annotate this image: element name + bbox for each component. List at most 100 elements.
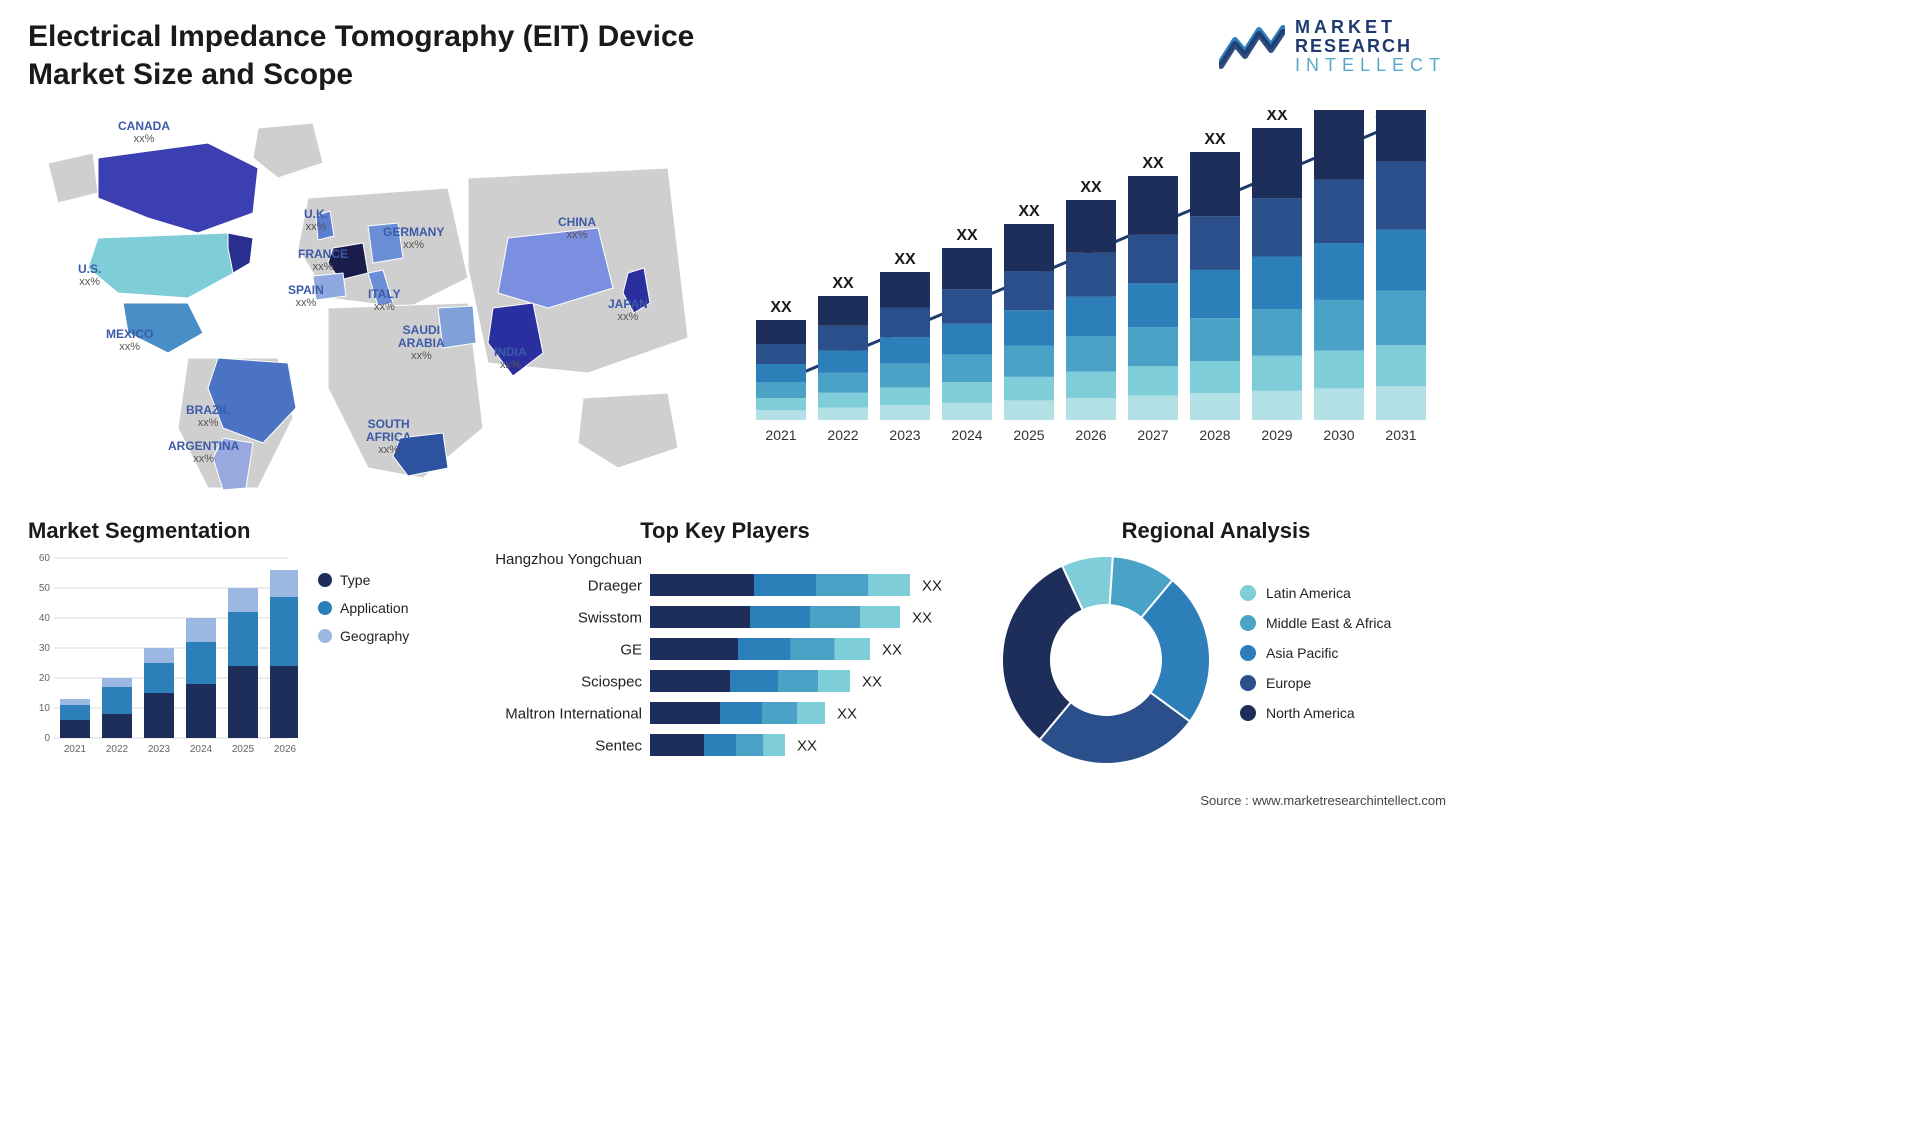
growth-cat-2021: 2021 — [765, 427, 796, 443]
seg-bar-2021-type — [60, 720, 90, 738]
players-bar-sciospec-seg1 — [730, 670, 778, 692]
growth-bar-2023-seg4 — [880, 308, 930, 338]
seg-ytick: 0 — [44, 733, 50, 744]
seg-bar-2023-geography — [144, 648, 174, 663]
players-label-swisstom: Swisstom — [578, 610, 642, 627]
growth-value-2029: XX — [1266, 110, 1288, 124]
players-bar-sentec-seg1 — [704, 734, 736, 756]
segmentation-legend: TypeApplicationGeography — [318, 572, 409, 656]
growth-bar-2026-seg2 — [1066, 336, 1116, 371]
growth-cat-2030: 2030 — [1323, 427, 1354, 443]
growth-bar-2021-seg3 — [756, 364, 806, 382]
seg-legend-application: Application — [318, 600, 409, 616]
growth-value-2024: XX — [956, 227, 978, 244]
players-bar-draeger-seg1 — [754, 574, 816, 596]
players-bar-sentec-seg2 — [736, 734, 763, 756]
seg-legend-type: Type — [318, 572, 409, 588]
growth-bar-2027-seg3 — [1128, 283, 1178, 327]
growth-bar-2027-seg4 — [1128, 235, 1178, 284]
logo-text-1: MARKET — [1295, 18, 1446, 37]
growth-bar-2029-seg2 — [1252, 309, 1302, 356]
seg-bar-2021-application — [60, 705, 90, 720]
players-label-draeger: Draeger — [588, 578, 642, 595]
growth-bar-2021-seg4 — [756, 344, 806, 364]
seg-cat-2022: 2022 — [106, 744, 129, 755]
seg-cat-2024: 2024 — [190, 744, 213, 755]
players-value-sciospec: XX — [862, 674, 882, 691]
seg-bar-2026-application — [270, 597, 298, 666]
players-bar-draeger-seg3 — [868, 574, 910, 596]
growth-bar-2023-seg3 — [880, 337, 930, 364]
growth-value-2021: XX — [770, 299, 792, 316]
growth-bar-2023-seg1 — [880, 387, 930, 405]
players-bar-swisstom-seg0 — [650, 606, 750, 628]
segmentation-chart-svg: 0102030405060202120222023202420252026 — [28, 550, 298, 770]
growth-cat-2025: 2025 — [1013, 427, 1044, 443]
players-bar-swisstom-seg2 — [810, 606, 860, 628]
growth-bar-2024-seg3 — [942, 324, 992, 355]
map-region-usa — [88, 233, 243, 298]
seg-bar-2025-application — [228, 612, 258, 666]
players-bar-draeger-seg2 — [816, 574, 868, 596]
seg-ytick: 40 — [39, 613, 51, 624]
growth-bar-2030-seg3 — [1314, 243, 1364, 300]
players-bar-ge-seg1 — [738, 638, 791, 660]
growth-bar-2025-seg0 — [1004, 400, 1054, 420]
growth-bar-2022-seg4 — [818, 326, 868, 351]
growth-bar-2031-seg4 — [1376, 162, 1426, 230]
growth-bar-2026-seg5 — [1066, 200, 1116, 253]
players-bar-maltron-international-seg2 — [762, 702, 797, 724]
map-label-u-s-: U.S.xx% — [78, 263, 101, 288]
region-legend-latin-america: Latin America — [1240, 585, 1391, 601]
growth-bar-2028-seg0 — [1190, 393, 1240, 420]
logo-mark-icon — [1219, 22, 1285, 70]
source-text: Source : www.marketresearchintellect.com — [1200, 793, 1446, 808]
players-bar-sciospec-seg3 — [818, 670, 850, 692]
players-bar-sciospec-seg2 — [778, 670, 818, 692]
growth-value-2026: XX — [1080, 179, 1102, 196]
growth-bar-2028-seg3 — [1190, 270, 1240, 318]
growth-cat-2023: 2023 — [889, 427, 920, 443]
growth-value-2022: XX — [832, 275, 854, 292]
growth-bar-2024-seg4 — [942, 289, 992, 323]
growth-bar-2021-seg1 — [756, 398, 806, 410]
map-label-spain: SPAINxx% — [288, 284, 324, 309]
growth-bar-2030-seg2 — [1314, 300, 1364, 351]
growth-cat-2024: 2024 — [951, 427, 982, 443]
growth-bar-2026-seg1 — [1066, 372, 1116, 398]
growth-chart-svg: XX2021XX2022XX2023XX2024XX2025XX2026XX20… — [746, 110, 1436, 470]
players-label-maltron-international: Maltron International — [505, 706, 642, 723]
growth-bar-2027-seg0 — [1128, 396, 1178, 420]
seg-ytick: 20 — [39, 673, 51, 684]
map-label-saudi-arabia: SAUDIARABIAxx% — [398, 324, 445, 362]
seg-bar-2026-type — [270, 666, 298, 738]
players-heading: Top Key Players — [480, 518, 970, 544]
players-section: Top Key Players Hangzhou YongchuanDraege… — [480, 518, 970, 778]
seg-bar-2023-application — [144, 663, 174, 693]
players-value-draeger: XX — [922, 578, 942, 595]
growth-value-2023: XX — [894, 251, 916, 268]
growth-bar-2028-seg2 — [1190, 318, 1240, 361]
growth-cat-2031: 2031 — [1385, 427, 1416, 443]
growth-bar-2029-seg3 — [1252, 256, 1302, 309]
segmentation-section: Market Segmentation 01020304050602021202… — [28, 518, 458, 778]
growth-bar-2025-seg1 — [1004, 377, 1054, 401]
seg-bar-2023-type — [144, 693, 174, 738]
players-bar-ge-seg2 — [791, 638, 835, 660]
growth-bar-2029-seg0 — [1252, 391, 1302, 420]
growth-bar-2026-seg3 — [1066, 297, 1116, 337]
players-value-sentec: XX — [797, 738, 817, 755]
players-bar-swisstom-seg3 — [860, 606, 900, 628]
growth-bar-2024-seg0 — [942, 403, 992, 420]
regional-donut-svg — [996, 550, 1216, 770]
growth-bar-2029-seg1 — [1252, 356, 1302, 391]
world-map-svg — [28, 108, 688, 498]
players-bar-maltron-international-seg3 — [797, 702, 825, 724]
regional-heading: Regional Analysis — [996, 518, 1436, 544]
growth-bar-2027-seg2 — [1128, 327, 1178, 366]
growth-bar-2026-seg4 — [1066, 253, 1116, 297]
world-map: CANADAxx%U.S.xx%MEXICOxx%BRAZILxx%ARGENT… — [28, 108, 688, 498]
growth-bar-2031-seg0 — [1376, 386, 1426, 420]
page-title: Electrical Impedance Tomography (EIT) De… — [28, 18, 788, 93]
growth-bar-2023-seg2 — [880, 364, 930, 388]
